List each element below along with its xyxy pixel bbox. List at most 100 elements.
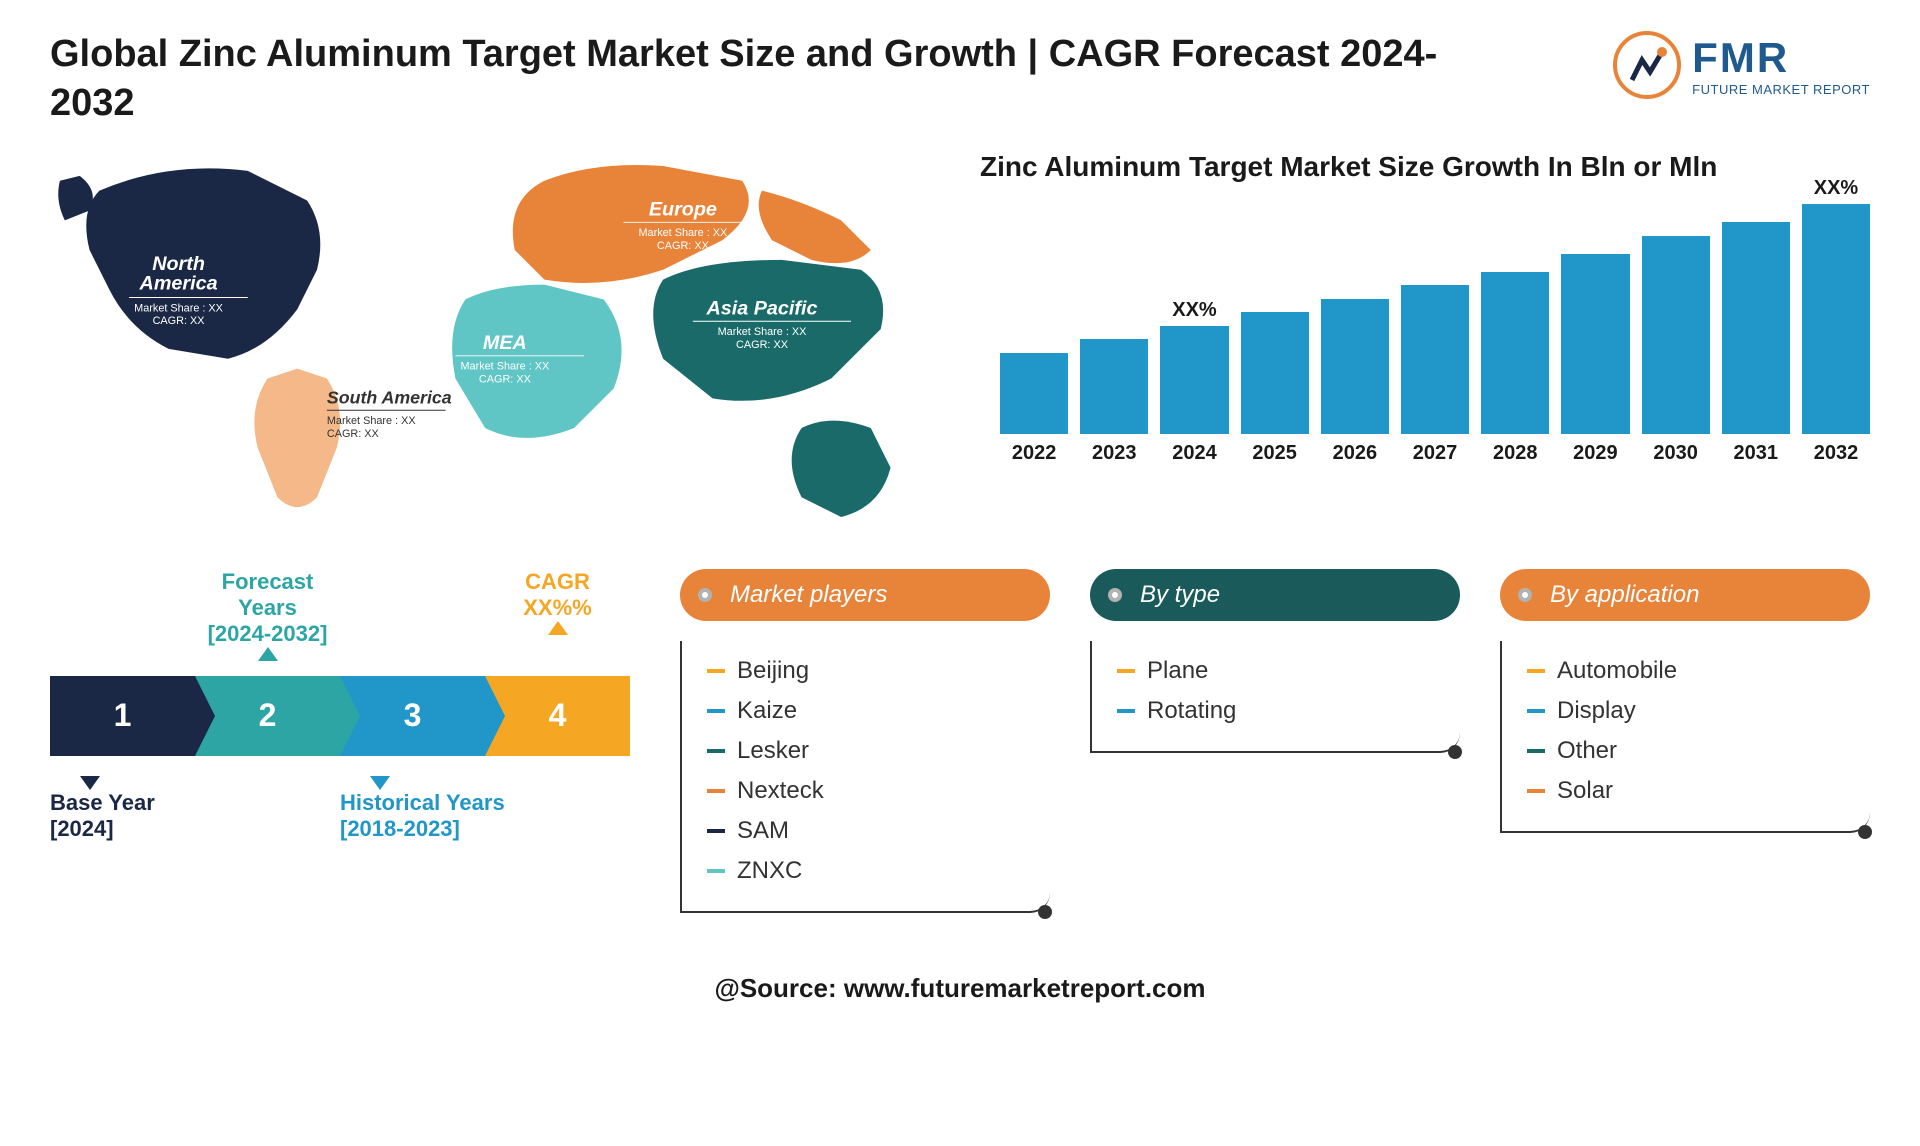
bar (1561, 254, 1629, 434)
svg-text:Market Share : XX: Market Share : XX (639, 227, 728, 239)
svg-text:MEA: MEA (483, 332, 527, 354)
svg-text:Asia Pacific: Asia Pacific (706, 297, 818, 319)
bullet-icon (1117, 669, 1135, 673)
list-item-label: Solar (1557, 777, 1613, 805)
timeline-bar: 1 2 3 4 (50, 676, 630, 756)
bullet-icon (707, 869, 725, 873)
list-item-label: Kaize (737, 697, 797, 725)
bar-annotation: XX% (1814, 177, 1858, 200)
list-item: Rotating (1117, 691, 1440, 731)
top-section: North America Market Share : XX CAGR: XX… (50, 149, 1870, 529)
logo-icon (1612, 30, 1682, 100)
bar-label: 2030 (1653, 442, 1698, 465)
market-players-list: Beijing Kaize Lesker Nexteck SAM ZNXC (680, 641, 1050, 913)
bullet-icon (707, 709, 725, 713)
bullet-icon (707, 829, 725, 833)
bar (1160, 326, 1228, 434)
by-application-list: AutomobileDisplayOtherSolar (1500, 641, 1870, 833)
base-label: Base Year (50, 790, 195, 816)
timeline-seg-1: 1 (50, 676, 195, 756)
by-application-header: By application (1500, 569, 1870, 621)
list-item: Kaize (707, 691, 1030, 731)
bar-label: 2026 (1333, 442, 1378, 465)
bullet-icon (707, 749, 725, 753)
svg-text:CAGR: XX: CAGR: XX (657, 240, 710, 252)
bar (1481, 272, 1549, 434)
bar-group: 2028 (1481, 272, 1549, 465)
list-item: Beijing (707, 651, 1030, 691)
by-type-list: Plane Rotating (1090, 641, 1460, 753)
list-item-label: Rotating (1147, 697, 1236, 725)
page-title: Global Zinc Aluminum Target Market Size … (50, 30, 1450, 129)
bar-label: 2023 (1092, 442, 1137, 465)
bar (1000, 353, 1068, 434)
chart-title: Zinc Aluminum Target Market Size Growth … (980, 149, 1870, 185)
logo: FMR FUTURE MARKET REPORT (1612, 30, 1870, 100)
list-item: SAM (707, 811, 1030, 851)
bar-chart: Zinc Aluminum Target Market Size Growth … (980, 149, 1870, 529)
list-item-label: Plane (1147, 657, 1208, 685)
list-item: Lesker (707, 731, 1030, 771)
by-type-col: By type PlaneRotating (1090, 569, 1460, 913)
source-text: @Source: www.futuremarketreport.com (50, 973, 1870, 1004)
bar (1722, 222, 1790, 434)
list-item: Nexteck (707, 771, 1030, 811)
svg-text:Market Share : XX: Market Share : XX (718, 326, 807, 338)
bar-group: 2030 (1642, 236, 1710, 465)
bar-label: 2027 (1413, 442, 1458, 465)
bar-group: 2029 (1561, 254, 1629, 465)
bullet-icon (1527, 669, 1545, 673)
logo-tagline: FUTURE MARKET REPORT (1692, 82, 1870, 97)
world-map: North America Market Share : XX CAGR: XX… (50, 149, 940, 529)
svg-text:Market Share : XX: Market Share : XX (461, 360, 550, 372)
svg-text:South America: South America (327, 387, 452, 407)
bar-label: 2025 (1252, 442, 1297, 465)
bars-container: 2022 2023 XX%2024 2025 2026 2027 2028 2029 2030 2… (980, 205, 1870, 465)
bullet-icon (707, 669, 725, 673)
timeline: Forecast Years [2024-2032] CAGR XX%% 1 2… (50, 569, 630, 842)
svg-text:North: North (152, 253, 205, 275)
bullet-icon (1527, 709, 1545, 713)
list-item-label: SAM (737, 817, 789, 845)
header: Global Zinc Aluminum Target Market Size … (50, 30, 1870, 129)
bar (1802, 204, 1870, 434)
forecast-range: [2024-2032] (195, 621, 340, 647)
svg-text:CAGR: XX: CAGR: XX (327, 428, 380, 440)
bullet-icon (1117, 709, 1135, 713)
list-item-label: Display (1557, 697, 1636, 725)
historical-range: [2018-2023] (340, 816, 558, 842)
list-item: Plane (1117, 651, 1440, 691)
timeline-seg-4: 4 (485, 676, 630, 756)
forecast-label: Forecast Years (195, 569, 340, 621)
bar (1241, 312, 1309, 434)
svg-text:Market Share : XX: Market Share : XX (327, 415, 416, 427)
bullet-icon (1527, 749, 1545, 753)
bar-group: 2023 (1080, 339, 1148, 465)
bar-label: 2028 (1493, 442, 1538, 465)
bullet-icon (707, 789, 725, 793)
list-item-label: Lesker (737, 737, 809, 765)
historical-label: Historical Years (340, 790, 558, 816)
svg-text:Market Share : XX: Market Share : XX (134, 302, 223, 314)
list-item-label: Beijing (737, 657, 809, 685)
pills: Market players BeijingKaizeLeskerNexteck… (680, 569, 1870, 913)
bar-group: 2027 (1401, 285, 1469, 465)
bar-group: 2022 (1000, 353, 1068, 465)
bar-group: XX%2032 (1802, 204, 1870, 465)
list-item-label: Nexteck (737, 777, 824, 805)
bar-group: 2026 (1321, 299, 1389, 465)
bar (1642, 236, 1710, 434)
bar-annotation: XX% (1172, 299, 1216, 322)
bar-group: 2031 (1722, 222, 1790, 465)
bar (1401, 285, 1469, 434)
list-item-label: ZNXC (737, 857, 802, 885)
svg-text:CAGR: XX: CAGR: XX (736, 339, 789, 351)
timeline-seg-2: 2 (195, 676, 340, 756)
bar-group: XX%2024 (1160, 326, 1228, 465)
bullet-icon (1527, 789, 1545, 793)
list-item: Other (1527, 731, 1850, 771)
svg-text:CAGR: XX: CAGR: XX (153, 315, 206, 327)
list-item-label: Other (1557, 737, 1617, 765)
cagr-label: CAGR (485, 569, 630, 595)
svg-text:America: America (139, 272, 218, 294)
